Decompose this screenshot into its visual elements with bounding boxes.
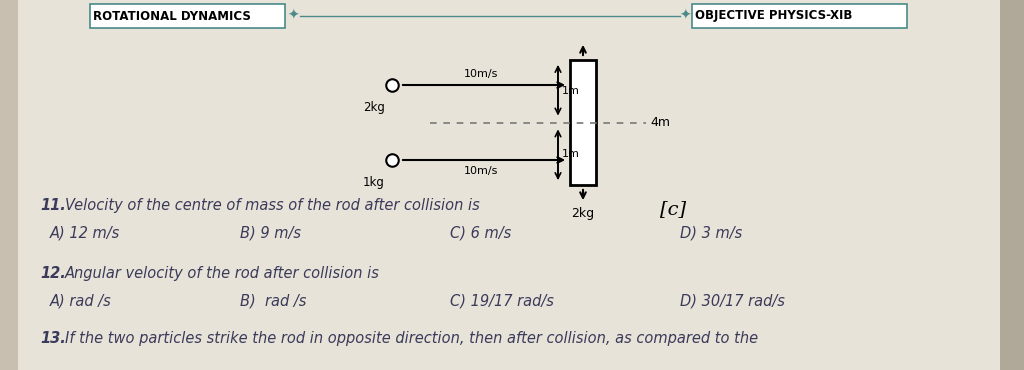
Text: 4m: 4m (650, 116, 670, 129)
Text: D) 30/17 rad/s: D) 30/17 rad/s (680, 294, 784, 309)
Text: Velocity of the centre of mass of the rod after collision is: Velocity of the centre of mass of the ro… (65, 198, 480, 213)
Text: ROTATIONAL DYNAMICS: ROTATIONAL DYNAMICS (93, 10, 251, 23)
Text: 13.: 13. (40, 331, 66, 346)
Text: 11.: 11. (40, 198, 66, 213)
Text: If the two particles strike the rod in opposite direction, then after collision,: If the two particles strike the rod in o… (65, 331, 758, 346)
Text: C) 19/17 rad/s: C) 19/17 rad/s (450, 294, 554, 309)
Text: ✦: ✦ (679, 9, 691, 23)
Text: 10m/s: 10m/s (464, 166, 499, 176)
Text: ✦: ✦ (287, 9, 299, 23)
Text: C) 6 m/s: C) 6 m/s (450, 226, 511, 241)
Text: A) rad /s: A) rad /s (50, 294, 112, 309)
Text: 12.: 12. (40, 266, 66, 281)
Text: 2kg: 2kg (571, 207, 595, 220)
Text: 10m/s: 10m/s (464, 69, 499, 79)
Bar (90, 4, 285, 28)
Text: B)  rad /s: B) rad /s (240, 294, 306, 309)
Text: 1m: 1m (562, 86, 580, 96)
Text: D) 3 m/s: D) 3 m/s (680, 226, 742, 241)
Text: A) 12 m/s: A) 12 m/s (50, 226, 120, 241)
Text: Angular velocity of the rod after collision is: Angular velocity of the rod after collis… (65, 266, 380, 281)
Text: OBJECTIVE PHYSICS-XIB: OBJECTIVE PHYSICS-XIB (695, 10, 852, 23)
Text: B) 9 m/s: B) 9 m/s (240, 226, 301, 241)
Text: 1kg: 1kg (364, 176, 385, 189)
Bar (1000, 0, 1024, 370)
Bar (570, 60, 596, 185)
Bar (692, 4, 907, 28)
Text: 1m: 1m (562, 149, 580, 159)
Text: [c]: [c] (660, 200, 686, 218)
Text: 2kg: 2kg (364, 101, 385, 114)
